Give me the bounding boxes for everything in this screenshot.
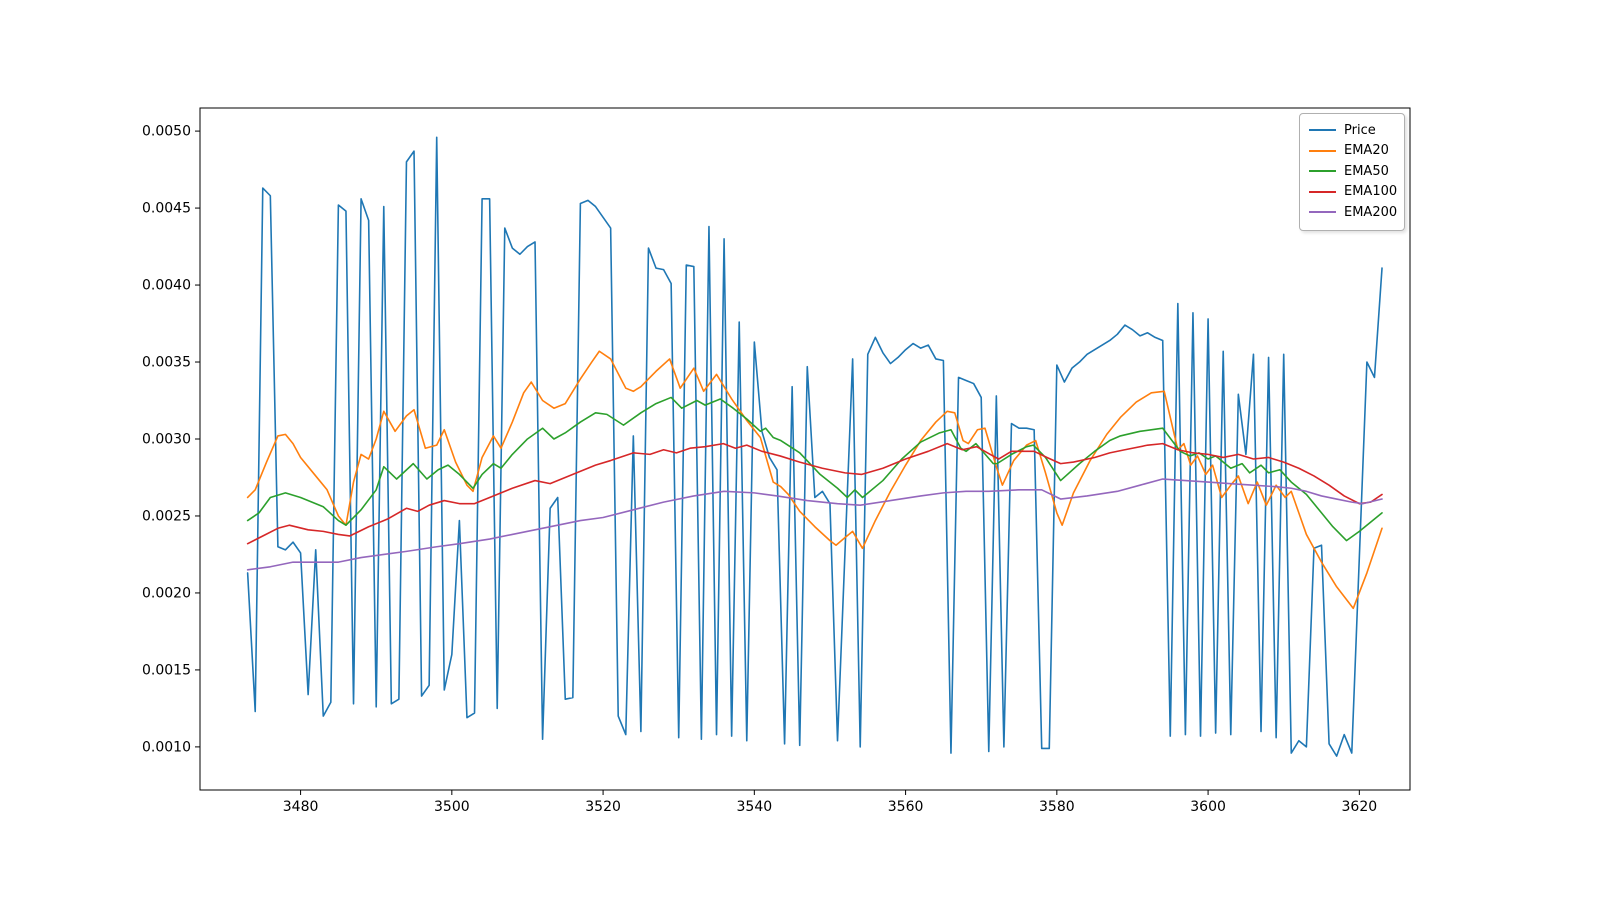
series-line-ema100 [246,442,1383,545]
legend-label: EMA200 [1344,204,1398,220]
x-tick-label: 3480 [283,799,319,815]
legend-item-ema100: EMA100 [1309,182,1398,203]
legend-item-ema200: EMA200 [1309,202,1398,223]
x-tick-label: 3520 [585,799,621,815]
legend-item-price: Price [1309,120,1396,141]
x-tick-label: 3560 [888,799,924,815]
x-tick-label: 3540 [737,799,773,815]
axes-box [199,107,1411,791]
series-line-price [246,136,1383,757]
y-tick-label: 0.0035 [142,355,191,371]
legend-label: EMA20 [1344,143,1389,159]
legend-label: EMA100 [1344,184,1398,200]
legend: Price EMA20 EMA50 EMA100 EMA200 [1299,113,1405,231]
x-tick-label: 3500 [434,799,470,815]
x-tick-label: 3600 [1190,799,1226,815]
legend-line-swatch [1309,149,1336,152]
y-tick-label: 0.0040 [142,278,191,294]
y-tick-label: 0.0010 [142,739,191,755]
series-line-ema200 [246,478,1383,571]
legend-line-swatch [1309,170,1336,173]
legend-label: EMA50 [1344,163,1389,179]
legend-label: Price [1344,122,1376,138]
x-tick-label: 3580 [1039,799,1075,815]
y-tick-label: 0.0050 [142,124,191,140]
y-tick-label: 0.0025 [142,508,191,524]
y-tick-label: 0.0045 [142,201,191,217]
y-tick-label: 0.0015 [142,662,191,678]
legend-line-swatch [1309,190,1336,193]
y-tick-label: 0.0020 [142,585,191,601]
x-tick-label: 3620 [1342,799,1378,815]
legend-line-swatch [1309,129,1336,132]
y-tick-label: 0.0030 [142,431,191,447]
legend-line-swatch [1309,211,1336,214]
series-line-ema20 [246,350,1383,610]
legend-item-ema50: EMA50 [1309,161,1396,182]
series-line-ema50 [246,396,1383,542]
legend-item-ema20: EMA20 [1309,141,1396,162]
